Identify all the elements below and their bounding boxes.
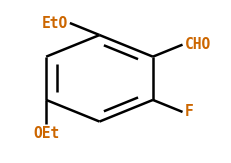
Text: CHO: CHO xyxy=(185,37,211,52)
Text: F: F xyxy=(185,104,194,119)
Text: OEt: OEt xyxy=(33,126,59,141)
Text: EtO: EtO xyxy=(41,15,68,30)
